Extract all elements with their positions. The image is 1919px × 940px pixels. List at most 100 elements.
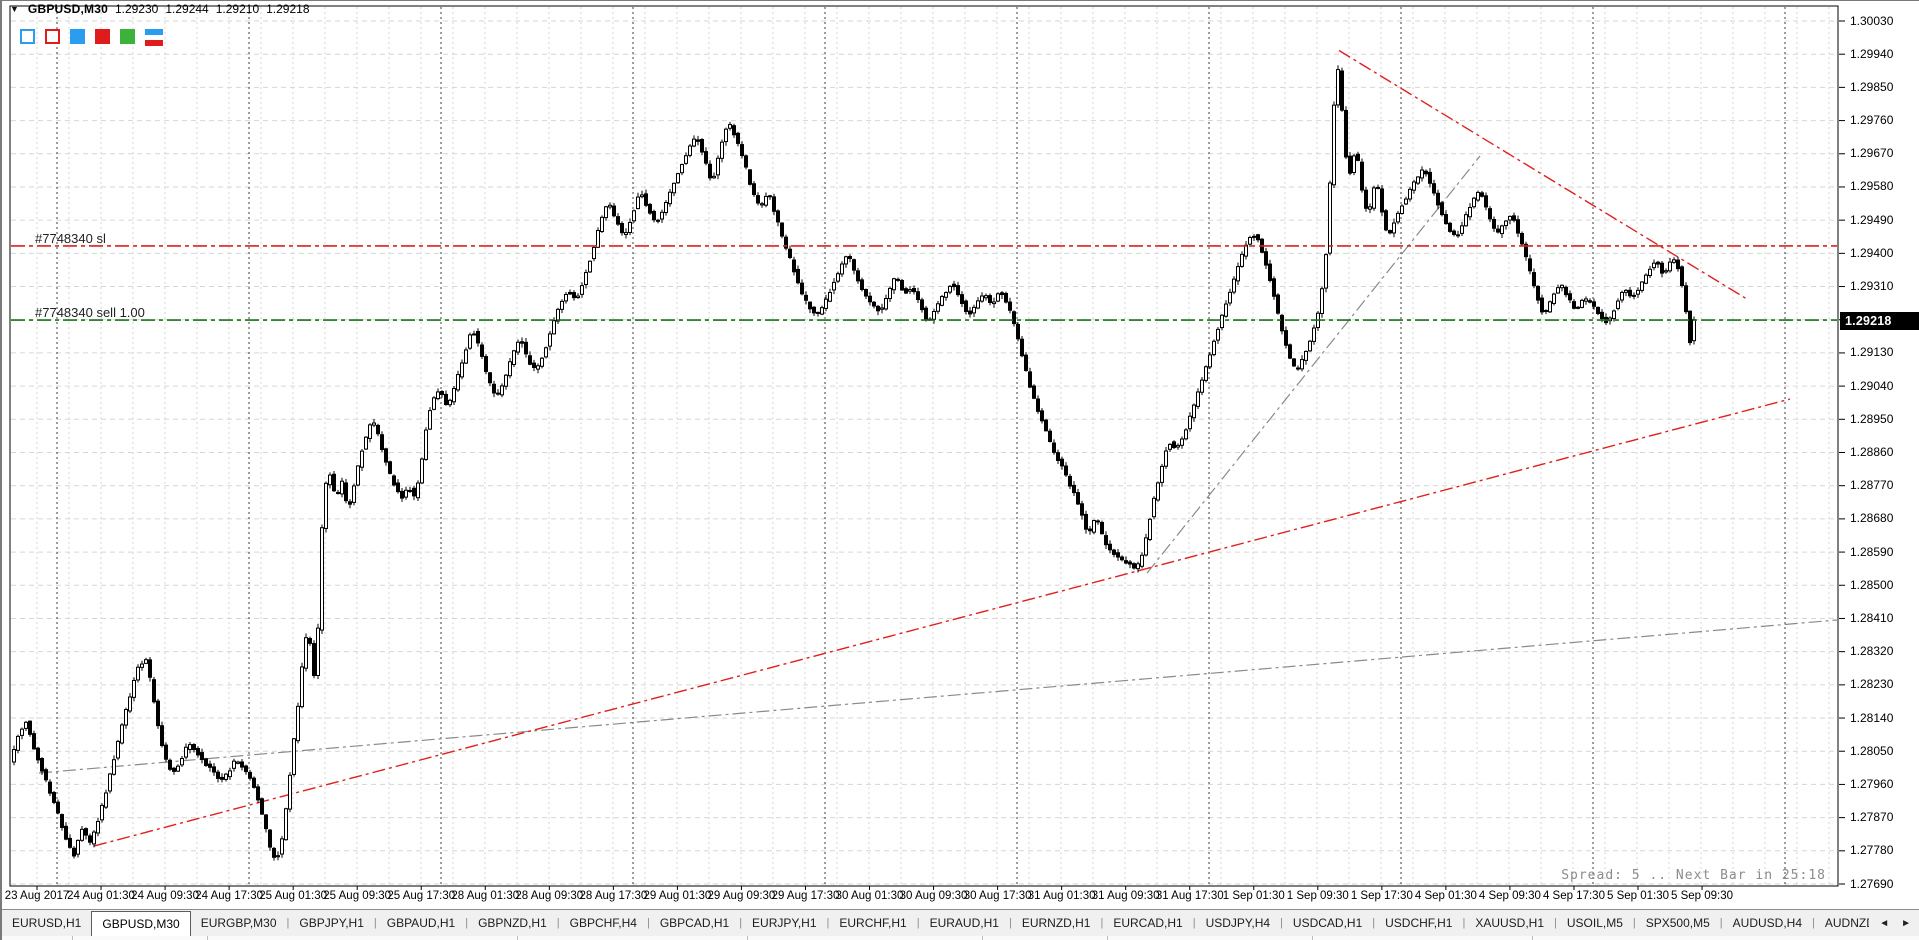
price-tick-label: 1.29760 (1850, 113, 1894, 128)
time-axis-label: 25 Aug 01:30 (259, 890, 328, 902)
price-tick-label: 1.27690 (1850, 876, 1894, 891)
price-tick-label: 1.28050 (1850, 743, 1894, 758)
tab-xauusd-h1[interactable]: XAUUSD,H1 (1475, 916, 1545, 930)
tab-separator: | (1462, 917, 1466, 929)
tab-separator: | (739, 917, 743, 929)
tab-eurgbp-m30[interactable]: EURGBP,M30 (200, 916, 277, 930)
period-separators (56, 7, 1786, 885)
time-axis-label: 30 Aug 09:30 (899, 890, 968, 902)
tab-gbpnzd-h1[interactable]: GBPNZD,H1 (478, 916, 547, 930)
tab-usdjpy-h4[interactable]: USDJPY,H4 (1205, 916, 1271, 930)
time-axis-label: 1 Sep 17:30 (1350, 890, 1413, 902)
chart-collapse-icon[interactable]: ▼ (10, 4, 19, 14)
time-axis-label: 29 Aug 17:30 (771, 890, 840, 902)
price-tick-label: 1.29850 (1850, 79, 1894, 94)
tab-separator: | (826, 917, 830, 929)
tab-usdcad-h1[interactable]: USDCAD,H1 (1292, 916, 1363, 930)
tab-gbpjpy-h1[interactable]: GBPJPY,H1 (299, 916, 364, 930)
chart-tabs: EURUSD,H1 GBPUSD,M30 EURGBP,M30 | GBPJPY,H1 |… (2, 910, 1869, 936)
price-tick-label: 1.28770 (1850, 478, 1894, 493)
time-axis-label: 30 Aug 01:30 (835, 890, 904, 902)
price-tick-label: 1.28140 (1850, 710, 1894, 725)
price-tick-marks (1839, 20, 1845, 885)
tab-gbpcad-h1[interactable]: GBPCAD,H1 (659, 916, 730, 930)
tab-separator: | (1100, 917, 1104, 929)
tab-audnzd-h1[interactable]: AUDNZD,H1 (1824, 916, 1869, 930)
ohlc-open: 1.29230 (114, 2, 159, 16)
spread-nextbar-status: Spread: 5 .. Next Bar in 25:18 (1561, 868, 1826, 883)
tab-scroll-nav: ◄ ► (1869, 910, 1919, 936)
tab-scroll-left-icon[interactable]: ◄ (1879, 917, 1890, 929)
tab-separator: | (646, 917, 650, 929)
chart-tab-bar: EURUSD,H1 GBPUSD,M30 EURGBP,M30 | GBPJPY,H1 |… (2, 909, 1919, 936)
tab-eurusd-h1[interactable]: EURUSD,H1 (12, 916, 82, 930)
time-axis-label: 5 Sep 09:30 (1671, 890, 1734, 902)
chart-canvas[interactable] (2, 1, 1919, 909)
grid-horizontal (11, 20, 1837, 885)
price-tick-label: 1.28500 (1850, 577, 1894, 592)
chart-symbol-label: GBPUSD,M30 (27, 2, 108, 16)
time-axis-label: 31 Aug 09:30 (1091, 890, 1160, 902)
candles-series (12, 65, 1696, 861)
time-axis-label: 23 Aug 2017 (4, 890, 70, 902)
ohlc-high: 1.29244 (165, 2, 209, 16)
tab-separator: | (556, 917, 560, 929)
tab-gbpusd-m30[interactable]: GBPUSD,M30 (91, 911, 191, 936)
time-axis-label: 25 Aug 17:30 (387, 890, 456, 902)
time-axis-label: 24 Aug 01:30 (67, 890, 135, 902)
tab-separator: | (465, 917, 469, 929)
price-tick-label: 1.29490 (1850, 212, 1894, 227)
blue-outline-swatch[interactable] (20, 29, 35, 44)
tab-usdchf-h1[interactable]: USDCHF,H1 (1385, 916, 1453, 930)
tab-eurcad-h1[interactable]: EURCAD,H1 (1113, 916, 1183, 930)
green-fill-swatch[interactable] (120, 29, 135, 44)
time-axis-label: 31 Aug 01:30 (1027, 890, 1096, 902)
panel-edge-strip (2, 936, 1919, 940)
panel-column-separator (982, 936, 983, 940)
panel-column-separator (517, 936, 518, 940)
plot-frame (9, 5, 1839, 887)
price-tick-label: 1.27960 (1850, 776, 1894, 791)
tab-eurjpy-h1[interactable]: EURJPY,H1 (752, 916, 817, 930)
tab-spx500-m5[interactable]: SPX500,M5 (1645, 916, 1710, 930)
order-sell-label[interactable]: #7748340 sell 1.00 (35, 305, 145, 320)
price-tick-label: 1.28590 (1850, 544, 1894, 559)
trendlines[interactable] (38, 49, 1851, 847)
time-axis-label: 25 Aug 09:30 (323, 890, 392, 902)
blue-fill-swatch[interactable] (70, 29, 85, 44)
tab-audusd-h4[interactable]: AUDUSD,H4 (1732, 916, 1803, 930)
tab-separator: | (1192, 917, 1196, 929)
time-axis-label: 24 Aug 17:30 (195, 890, 264, 902)
chart-title: ▼ GBPUSD,M30 1.29230 1.29244 1.29210 1.2… (10, 2, 310, 16)
price-tick-label: 1.27780 (1850, 843, 1894, 858)
tab-gbpchf-h4[interactable]: GBPCHF,H4 (569, 916, 637, 930)
time-axis-label: 1 Sep 09:30 (1286, 890, 1349, 902)
tab-gbpaud-h1[interactable]: GBPAUD,H1 (386, 916, 456, 930)
tab-usoil-m5[interactable]: USOIL,M5 (1566, 916, 1623, 930)
price-tick-label: 1.29580 (1850, 179, 1894, 194)
time-axis-label: 28 Aug 01:30 (451, 890, 520, 902)
current-price-tag: 1.29218 (1840, 312, 1919, 330)
red-fill-swatch[interactable] (95, 29, 110, 44)
tab-separator: | (1812, 917, 1815, 929)
tab-eurnzd-h1[interactable]: EURNZD,H1 (1021, 916, 1091, 930)
tab-separator: | (1280, 917, 1283, 929)
tab-separator: | (1632, 917, 1636, 929)
price-tick-label: 1.30030 (1850, 13, 1894, 28)
panel-column-separator (1312, 936, 1313, 940)
order-lines[interactable] (11, 245, 1837, 321)
tab-scroll-right-icon[interactable]: ► (1901, 917, 1911, 929)
tab-eurchf-h1[interactable]: EURCHF,H1 (839, 916, 907, 930)
panel-column-separator (72, 936, 73, 940)
order-stoploss-label[interactable]: #7748340 sl (35, 231, 106, 246)
blue-red-bars-swatch[interactable] (145, 29, 163, 46)
time-axis-label: 28 Aug 17:30 (579, 890, 648, 902)
tab-separator: | (373, 917, 377, 929)
red-outline-swatch[interactable] (45, 29, 60, 44)
tab-euraud-h1[interactable]: EURAUD,H1 (929, 916, 999, 930)
time-axis-label: 30 Aug 17:30 (963, 890, 1032, 902)
tab-separator: | (1719, 917, 1723, 929)
time-axis-label: 31 Aug 17:30 (1155, 890, 1224, 902)
time-axis-label: 1 Sep 01:30 (1222, 890, 1285, 902)
